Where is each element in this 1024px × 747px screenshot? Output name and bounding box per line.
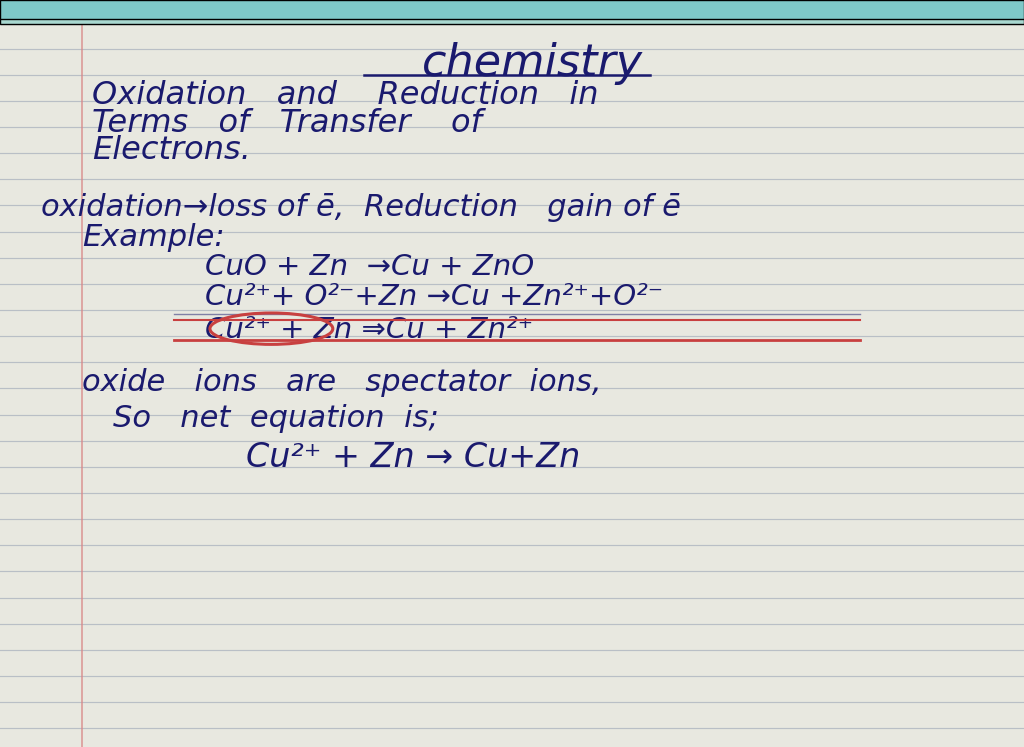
Text: Cu²⁺+ O²⁻+Zn →Cu +Zn²⁺+O²⁻: Cu²⁺+ O²⁻+Zn →Cu +Zn²⁺+O²⁻	[205, 283, 663, 311]
Text: So   net  equation  is;: So net equation is;	[113, 404, 438, 433]
Text: Terms   of   Transfer    of: Terms of Transfer of	[92, 108, 482, 139]
FancyBboxPatch shape	[0, 19, 1024, 24]
Text: chemistry: chemistry	[422, 42, 643, 85]
Text: Cu²⁺ + Zn → Cu+Zn: Cu²⁺ + Zn → Cu+Zn	[246, 441, 580, 474]
Text: Electrons.: Electrons.	[92, 135, 251, 167]
Text: oxide   ions   are   spectator  ions,: oxide ions are spectator ions,	[82, 368, 601, 397]
FancyBboxPatch shape	[0, 0, 1024, 21]
Text: Oxidation   and    Reduction   in: Oxidation and Reduction in	[92, 80, 599, 111]
Text: oxidation→loss of ē,  Reduction   gain of ē: oxidation→loss of ē, Reduction gain of ē	[41, 193, 681, 222]
Text: Example:: Example:	[82, 223, 224, 252]
Text: CuO + Zn  →Cu + ZnO: CuO + Zn →Cu + ZnO	[205, 253, 534, 282]
Text: Cu²⁺ + Zn ⇒Cu + Zn²⁺: Cu²⁺ + Zn ⇒Cu + Zn²⁺	[205, 316, 532, 344]
